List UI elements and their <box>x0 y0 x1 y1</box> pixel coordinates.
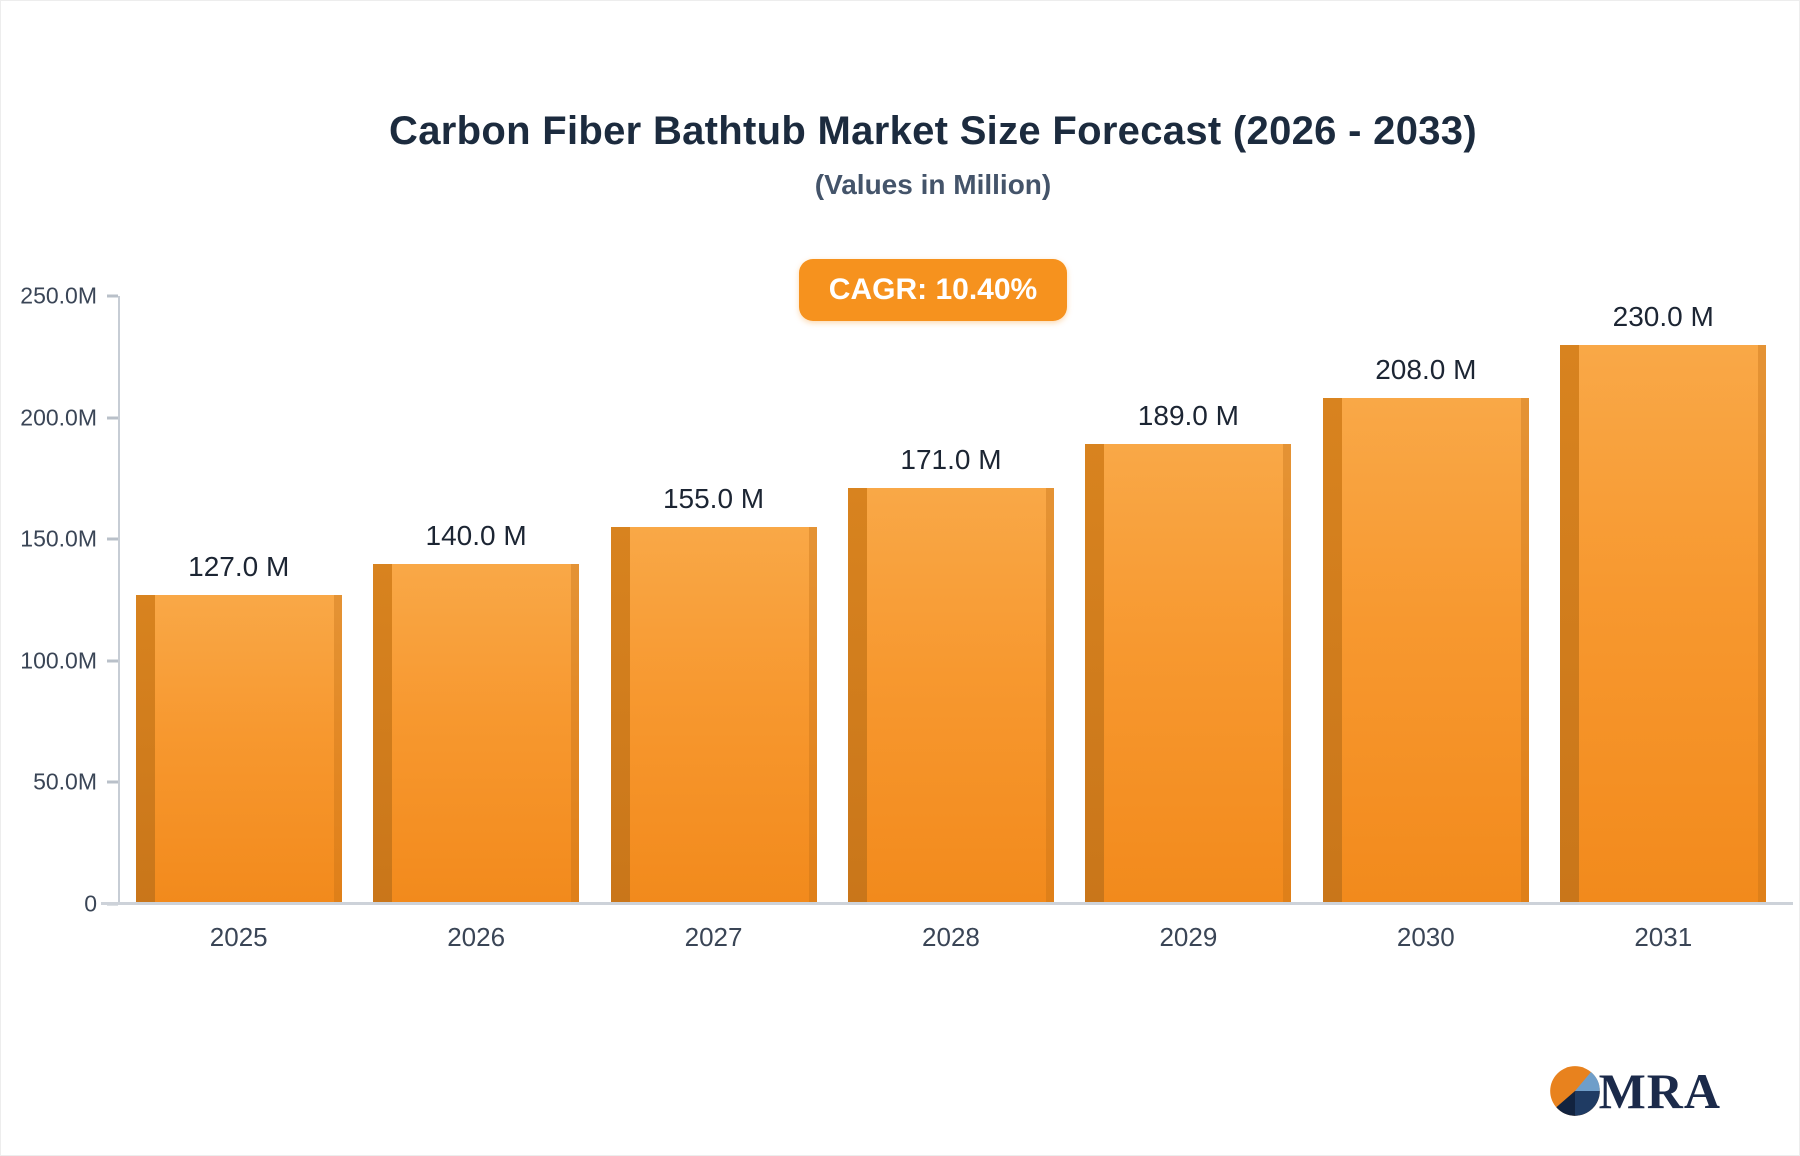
bar: 230.0 M <box>1560 301 1767 905</box>
bar-group: 208.0 M 2030 <box>1307 296 1544 952</box>
bar-group: 230.0 M 2031 <box>1545 296 1782 952</box>
bar: 140.0 M <box>373 520 580 905</box>
bar: 155.0 M <box>610 483 817 904</box>
y-axis-tick-label: 150.0M <box>20 525 97 552</box>
bar: 127.0 M <box>135 551 342 904</box>
cagr-badge: CAGR: 10.40% <box>798 259 1068 321</box>
y-axis-tick-label: 50.0M <box>33 768 97 795</box>
x-axis-label: 2027 <box>684 922 743 952</box>
bar-value-label: 127.0 M <box>188 551 290 583</box>
x-axis-line <box>101 902 1793 905</box>
bar-value-label: 208.0 M <box>1375 354 1477 386</box>
bar-group: 140.0 M 2026 <box>357 296 594 952</box>
y-axis-tick-label: 200.0M <box>20 404 97 431</box>
brand-logo-text: MRA <box>1598 1063 1721 1119</box>
y-axis-labels: 250.0M 200.0M 150.0M 100.0M 50.0M 0 <box>1 283 105 917</box>
y-axis-tick-mark <box>107 537 118 541</box>
bar-value-label: 230.0 M <box>1612 300 1714 332</box>
bars-container: 127.0 M 2025 140.0 M 2026 155.0 M 2027 171.0 M… <box>120 296 1782 952</box>
x-axis-label: 2025 <box>209 922 268 952</box>
plot-area: 127.0 M 2025 140.0 M 2026 155.0 M 2027 171.0 M… <box>107 294 1782 952</box>
bar: 208.0 M <box>1322 354 1529 904</box>
y-axis-tick-label: 0 <box>84 890 97 917</box>
pie-logo-icon <box>1549 1066 1600 1116</box>
bar-value-label: 155.0 M <box>662 483 765 515</box>
x-axis-label: 2028 <box>922 922 980 952</box>
brand-logo: MRA <box>1549 1065 1721 1117</box>
y-axis-tick-mark <box>107 416 118 420</box>
cagr-badge-wrap: CAGR: 10.40% <box>101 259 1765 321</box>
bar-value-label: 189.0 M <box>1137 400 1239 432</box>
bar: 189.0 M <box>1085 400 1292 904</box>
chart-title: Carbon Fiber Bathtub Market Size Forecas… <box>389 109 1477 153</box>
y-axis-tick-mark <box>107 294 118 298</box>
x-axis-label: 2026 <box>447 922 506 952</box>
bar: 171.0 M <box>847 444 1054 904</box>
bar-group: 155.0 M 2027 <box>595 296 832 952</box>
x-axis-label: 2030 <box>1396 922 1455 952</box>
chart-subtitle: (Values in Million) <box>814 169 1052 200</box>
y-axis-tick-label: 250.0M <box>20 282 97 309</box>
bar-group: 127.0 M 2025 <box>120 296 357 952</box>
x-axis-label: 2031 <box>1634 922 1693 952</box>
y-axis-tick-mark <box>107 780 118 784</box>
x-axis-label: 2029 <box>1159 922 1218 952</box>
bar-value-label: 140.0 M <box>425 519 527 551</box>
bar-group: 189.0 M 2029 <box>1070 296 1307 952</box>
bar-group: 171.0 M 2028 <box>832 296 1069 952</box>
y-axis-tick-mark <box>107 659 118 663</box>
bar-value-label: 171.0 M <box>900 444 1002 476</box>
y-axis-tick-label: 100.0M <box>20 647 97 674</box>
